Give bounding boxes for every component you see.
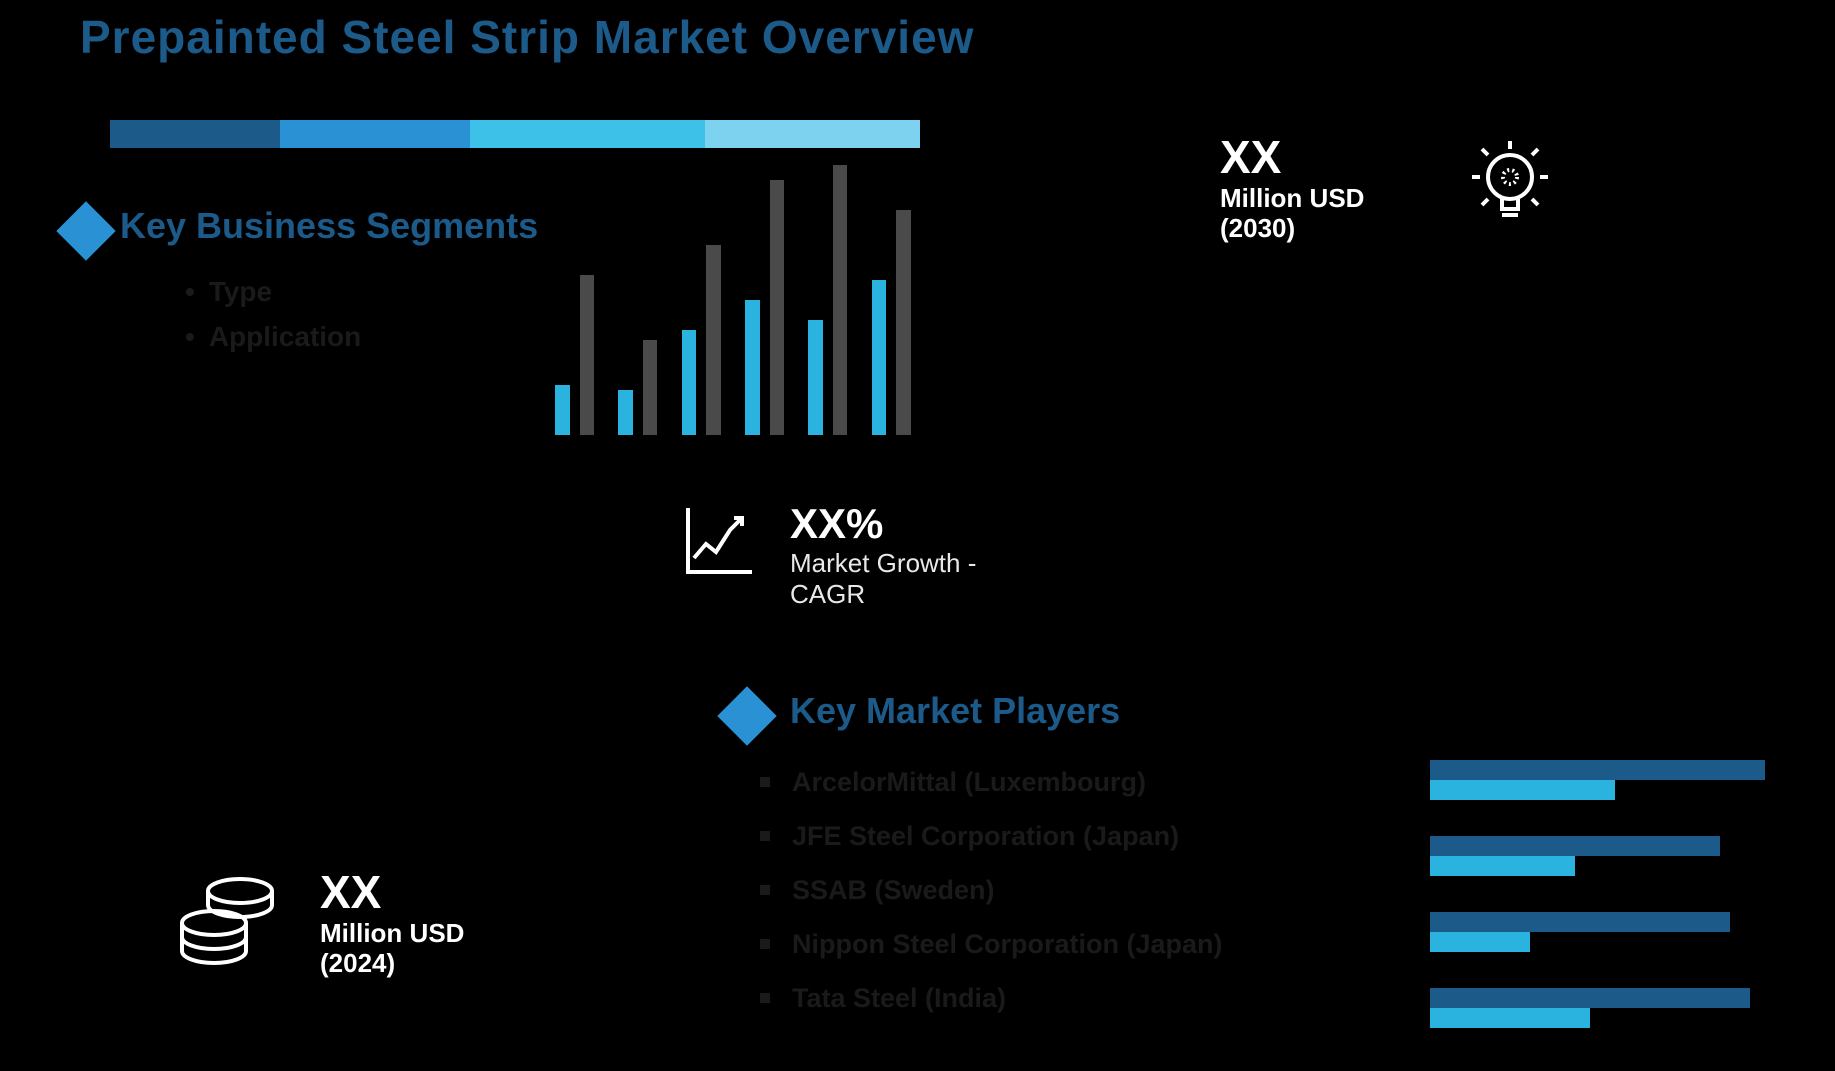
gradient-segment	[280, 120, 470, 148]
bar	[745, 300, 760, 435]
stat-2024-value: XX	[320, 865, 464, 919]
hbar-pair	[1430, 760, 1770, 800]
list-item: •Type	[185, 270, 361, 315]
horizontal-bar-chart	[1430, 760, 1770, 1064]
bar	[872, 280, 887, 435]
key-segments-list: •Type•Application	[185, 270, 361, 360]
bar	[555, 385, 570, 435]
infographic-root: Prepainted Steel Strip Market Overview K…	[0, 0, 1835, 1071]
bar	[682, 330, 697, 435]
list-item: Tata Steel (India)	[760, 971, 1223, 1025]
key-players-list: ArcelorMittal (Luxembourg)JFE Steel Corp…	[760, 755, 1223, 1025]
page-title: Prepainted Steel Strip Market Overview	[80, 10, 974, 64]
gradient-segment	[705, 120, 920, 148]
list-item: •Application	[185, 315, 361, 360]
hbar-pair	[1430, 836, 1770, 876]
key-segments-heading: Key Business Segments	[120, 205, 538, 247]
growth-chart-icon	[680, 500, 760, 580]
stat-2024-unit: Million USD	[320, 919, 464, 949]
gradient-segment	[110, 120, 280, 148]
bar	[808, 320, 823, 435]
stat-2024: XX Million USD (2024)	[320, 865, 464, 979]
stat-2030: XX Million USD (2030)	[1220, 130, 1364, 244]
hbar-pair	[1430, 988, 1770, 1028]
diamond-icon	[56, 201, 115, 260]
growth-stat: XX% Market Growth - CAGR	[680, 500, 976, 610]
growth-bar-chart	[555, 165, 925, 435]
bar	[833, 165, 848, 435]
bar	[706, 245, 721, 435]
bar	[643, 340, 658, 435]
diamond-icon	[717, 686, 776, 745]
bar	[618, 390, 633, 435]
key-players-heading: Key Market Players	[790, 690, 1120, 732]
bar	[580, 275, 595, 435]
gradient-segment	[470, 120, 705, 148]
growth-label-2: CAGR	[790, 579, 976, 610]
lightbulb-icon	[1460, 135, 1560, 235]
list-item: Nippon Steel Corporation (Japan)	[760, 917, 1223, 971]
growth-value: XX%	[790, 500, 976, 548]
bar	[770, 180, 785, 435]
stat-2030-unit: Million USD	[1220, 184, 1364, 214]
list-item: JFE Steel Corporation (Japan)	[760, 809, 1223, 863]
bar	[896, 210, 911, 435]
hbar-pair	[1430, 912, 1770, 952]
list-item: SSAB (Sweden)	[760, 863, 1223, 917]
stat-2030-year: (2030)	[1220, 214, 1364, 244]
stat-2024-year: (2024)	[320, 949, 464, 979]
coins-icon	[170, 865, 280, 965]
stat-2030-value: XX	[1220, 130, 1364, 184]
gradient-bar	[110, 120, 920, 148]
list-item: ArcelorMittal (Luxembourg)	[760, 755, 1223, 809]
growth-label-1: Market Growth -	[790, 548, 976, 579]
